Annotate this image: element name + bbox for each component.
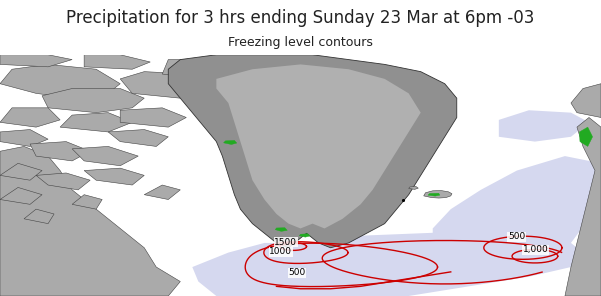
Polygon shape <box>168 55 457 248</box>
Text: Freezing level contours: Freezing level contours <box>228 36 373 49</box>
Polygon shape <box>60 113 132 132</box>
Polygon shape <box>30 141 90 161</box>
Polygon shape <box>433 156 601 260</box>
Polygon shape <box>0 65 120 98</box>
Polygon shape <box>224 140 237 144</box>
Polygon shape <box>120 72 204 98</box>
Text: 500: 500 <box>508 232 525 241</box>
Polygon shape <box>36 173 90 190</box>
Polygon shape <box>571 84 601 118</box>
Text: 1000: 1000 <box>269 247 292 256</box>
Text: Precipitation for 3 hrs ending Sunday 23 Mar at 6pm -03: Precipitation for 3 hrs ending Sunday 23… <box>66 9 535 27</box>
Text: 500: 500 <box>288 268 306 277</box>
Polygon shape <box>428 193 440 196</box>
Polygon shape <box>0 147 180 296</box>
Polygon shape <box>144 185 180 200</box>
Polygon shape <box>72 195 102 209</box>
Polygon shape <box>499 110 589 141</box>
Polygon shape <box>192 231 589 296</box>
Polygon shape <box>120 108 186 127</box>
Text: 1500: 1500 <box>274 238 297 247</box>
Polygon shape <box>0 187 42 204</box>
Polygon shape <box>162 59 228 79</box>
Polygon shape <box>216 65 421 229</box>
Polygon shape <box>275 228 287 231</box>
Polygon shape <box>24 209 54 224</box>
Polygon shape <box>0 108 60 127</box>
Polygon shape <box>299 234 310 237</box>
Polygon shape <box>72 147 138 166</box>
Polygon shape <box>424 191 452 198</box>
Text: 1,000: 1,000 <box>523 245 549 254</box>
Polygon shape <box>42 89 144 113</box>
Polygon shape <box>0 130 48 147</box>
Polygon shape <box>409 186 418 189</box>
Polygon shape <box>0 163 42 180</box>
Polygon shape <box>579 127 593 147</box>
Polygon shape <box>0 55 72 67</box>
Polygon shape <box>108 130 168 147</box>
Polygon shape <box>565 118 601 296</box>
Polygon shape <box>84 168 144 185</box>
Polygon shape <box>84 55 150 69</box>
